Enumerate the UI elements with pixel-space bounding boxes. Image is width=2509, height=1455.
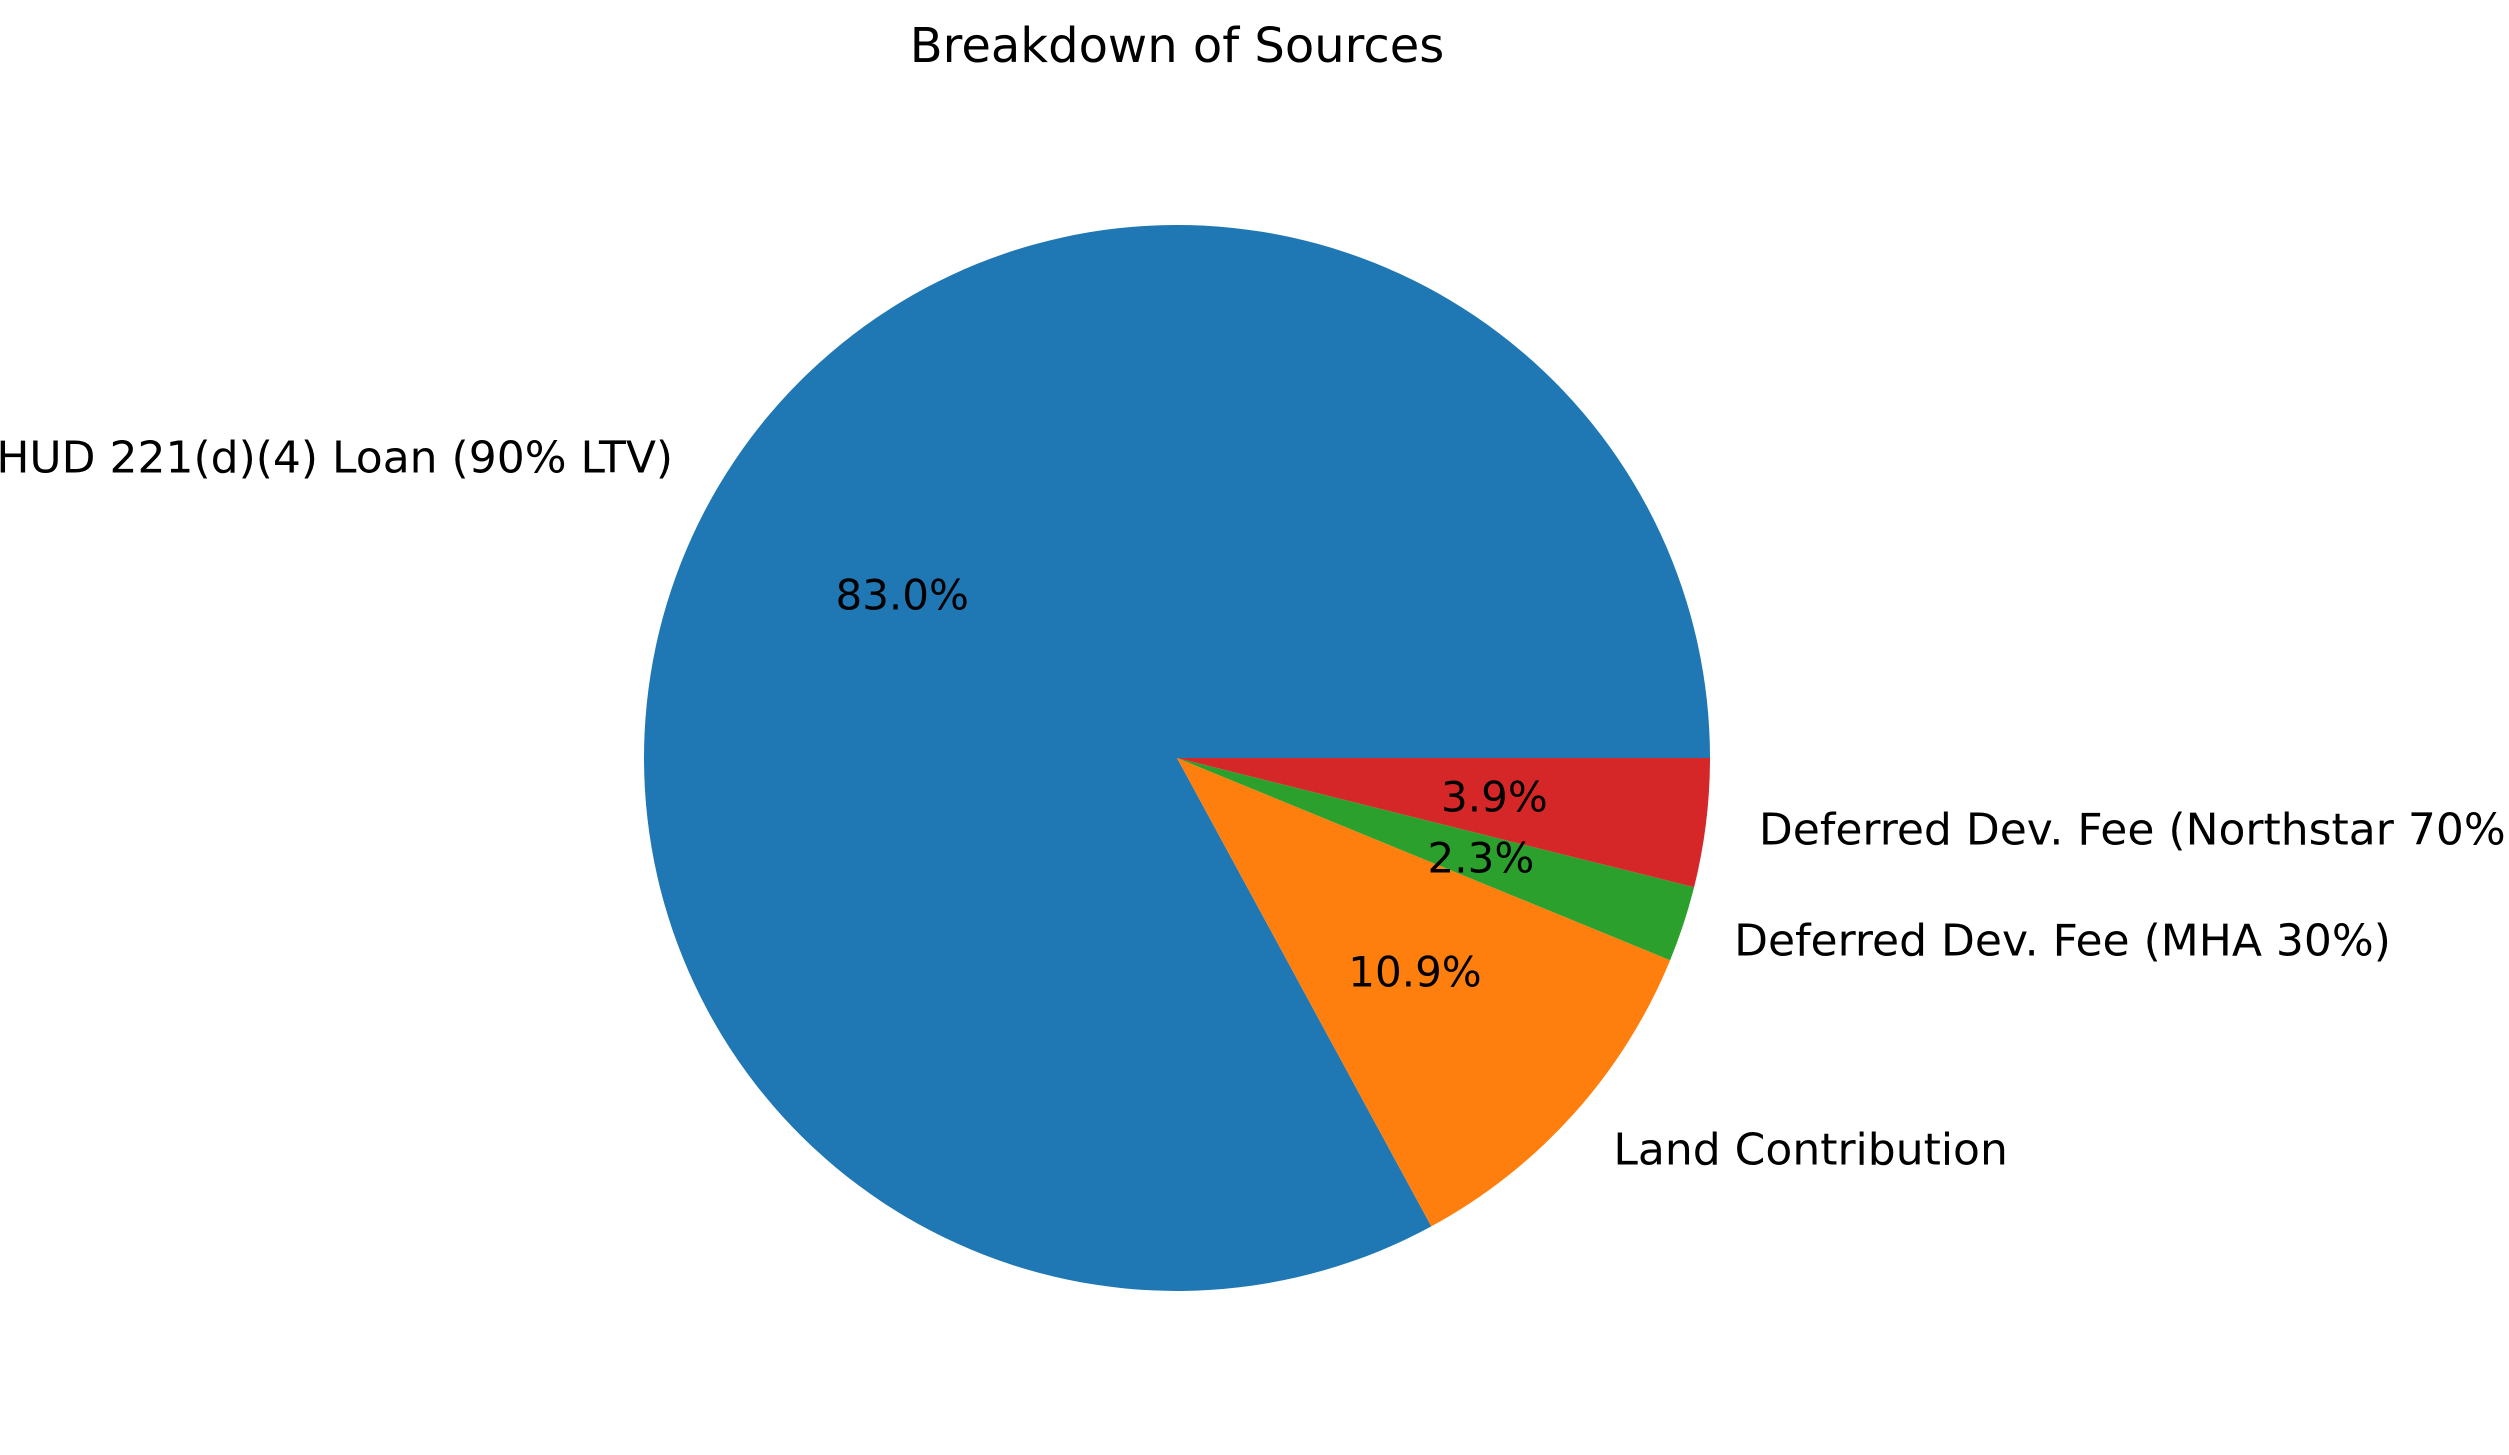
slice-pct-label-0: 83.0% <box>835 570 969 619</box>
pie-slice-1 <box>1177 758 1671 1227</box>
slice-label-2: Deferred Dev. Fee (MHA 30%) <box>1734 915 2391 967</box>
slice-pct-label-3: 3.9% <box>1441 772 1548 822</box>
pie-slice-3 <box>1177 758 1710 888</box>
pie-slices <box>643 224 1711 1291</box>
slice-pct-label-2: 2.3% <box>1427 833 1535 883</box>
slice-label-0: HUD 221(d)(4) Loan (90% LTV) <box>0 432 674 484</box>
slice-label-1: Land Contribution <box>1613 1124 2008 1175</box>
slice-label-3: Deferred Dev. Fee (Northstar 70%) <box>1758 804 2509 856</box>
pie-slice-2 <box>1177 758 1695 961</box>
chart-title: Breakdown of Sources <box>909 18 1445 74</box>
slice-pct-label-1: 10.9% <box>1348 947 1482 997</box>
pie-slice-0 <box>643 224 1711 1291</box>
